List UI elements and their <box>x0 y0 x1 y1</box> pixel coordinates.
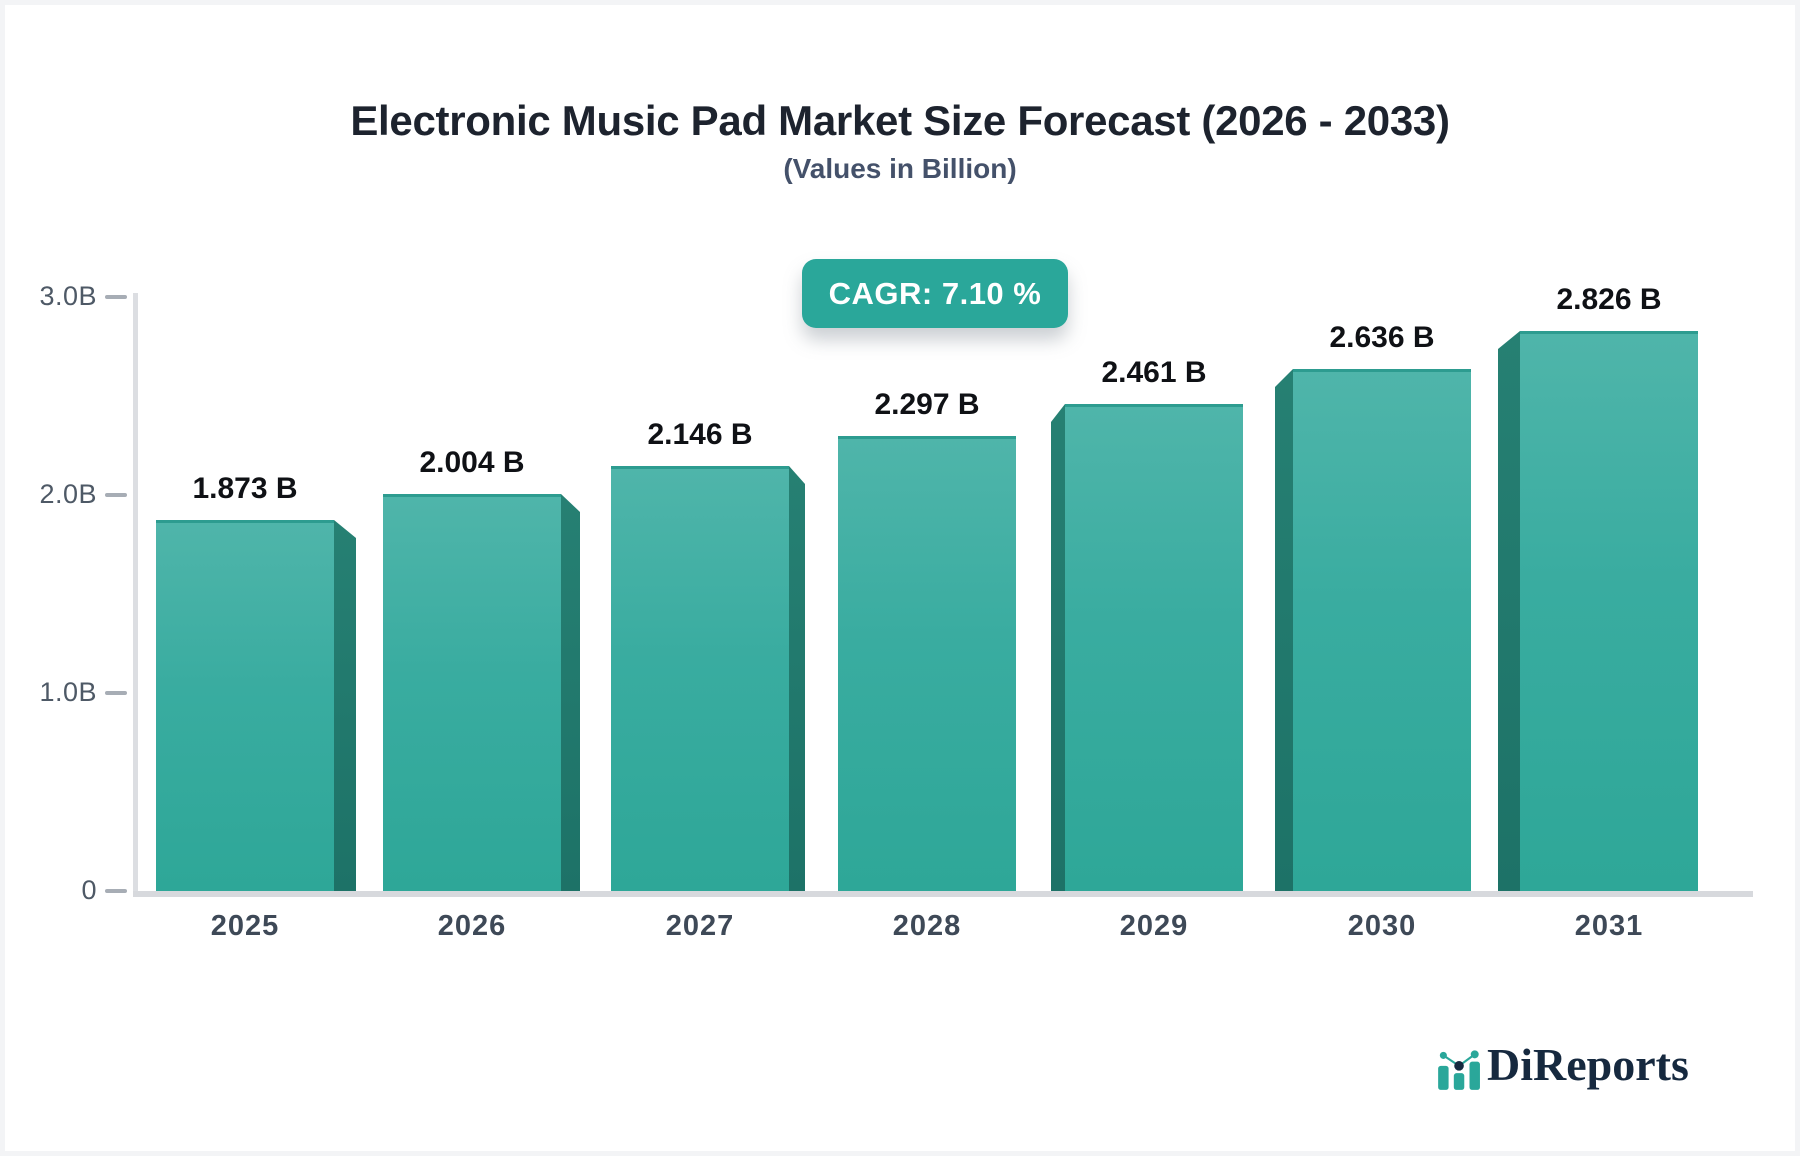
x-axis-line <box>133 891 1753 897</box>
x-axis-label: 2030 <box>1347 910 1417 942</box>
bar <box>383 494 561 891</box>
x-axis-label: 2031 <box>1574 910 1644 942</box>
chart-subtitle: (Values in Billion) <box>783 153 1017 184</box>
bar-value-label: 2.297 B <box>874 388 980 421</box>
x-axis-label: 2026 <box>437 910 507 942</box>
y-tick-dash <box>105 295 127 299</box>
bar <box>611 466 789 891</box>
chart-title: Electronic Music Pad Market Size Forecas… <box>350 97 1450 144</box>
bar-value-label: 2.636 B <box>1329 321 1435 354</box>
y-tick-dash <box>105 889 127 893</box>
cagr-badge: CAGR: 7.10 % <box>802 259 1068 328</box>
bar-side-face <box>1275 369 1293 891</box>
bar <box>1520 331 1698 891</box>
y-tick-label: 0 <box>81 875 97 905</box>
brand-logo: DiReports <box>1435 1041 1689 1091</box>
brand-logo-icon <box>1438 1050 1480 1090</box>
y-tick-dash <box>105 493 127 497</box>
y-tick-label: 3.0B <box>39 281 97 311</box>
bar-value-label: 2.826 B <box>1556 283 1662 316</box>
y-tick-label: 1.0B <box>39 677 97 707</box>
bar-side-face <box>334 520 356 891</box>
y-axis-line <box>133 293 138 897</box>
bar-side-face <box>789 466 805 891</box>
bar-value-label: 2.461 B <box>1101 356 1207 389</box>
x-axis-label: 2027 <box>665 910 735 942</box>
x-axis-label: 2028 <box>892 910 962 942</box>
x-axis-label: 2029 <box>1119 910 1189 942</box>
cagr-badge-label: CAGR: 7.10 % <box>828 275 1042 311</box>
bar-side-face <box>1498 331 1520 891</box>
bar <box>838 436 1016 891</box>
bar <box>1293 369 1471 891</box>
x-axis-label: 2025 <box>210 910 280 942</box>
y-tick-dash <box>105 691 127 695</box>
bar-value-label: 2.004 B <box>419 446 525 479</box>
brand-logo-text: DiReports <box>1487 1039 1689 1090</box>
bar <box>1065 404 1243 891</box>
bar-side-face <box>1051 404 1065 891</box>
bar-value-label: 2.146 B <box>647 418 753 451</box>
y-tick-label: 2.0B <box>39 479 97 509</box>
bar <box>156 520 334 891</box>
bar-side-face <box>561 494 580 891</box>
bar-value-label: 1.873 B <box>192 472 298 505</box>
